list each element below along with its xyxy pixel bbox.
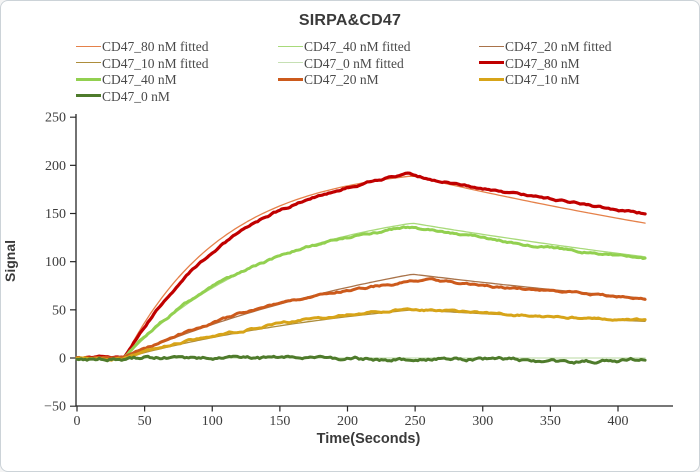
legend-swatch-cd47-10-fitted bbox=[76, 62, 101, 64]
legend-item-cd47-40: CD47_40 nM bbox=[76, 72, 278, 89]
y-tick-label: 100 bbox=[45, 255, 66, 270]
legend-label: CD47_0 nM fitted bbox=[304, 55, 404, 71]
y-tick-label: 0 bbox=[59, 352, 66, 367]
x-tick-label: 0 bbox=[74, 414, 81, 429]
legend-label: CD47_80 nM bbox=[505, 55, 580, 71]
axes: 250 200 150 100 50 0 −50 0 50 100 150 200 250 300 350 4… bbox=[44, 111, 673, 429]
legend-item-cd47-20-fitted: CD47_20 nM fitted bbox=[479, 39, 669, 56]
x-tick-label: 100 bbox=[202, 414, 223, 429]
legend-swatch-cd47-80 bbox=[479, 61, 504, 65]
x-tick-label: 250 bbox=[405, 414, 426, 429]
series-cd47-20-nm bbox=[75, 277, 647, 361]
chart-title: SIRPA&CD47 bbox=[298, 12, 402, 29]
legend-swatch-cd47-40-fitted bbox=[278, 45, 303, 47]
legend-label: CD47_80 nM fitted bbox=[102, 39, 209, 54]
legend-label: CD47_40 nM bbox=[102, 72, 177, 87]
y-tick-label: 250 bbox=[45, 111, 66, 126]
series-cd47-80-nm-fitted bbox=[76, 175, 646, 359]
legend-item-cd47-80-fitted: CD47_80 nM fitted bbox=[76, 39, 278, 56]
legend-label: CD47_10 nM fitted bbox=[102, 55, 209, 71]
x-tick-label: 150 bbox=[269, 414, 290, 429]
legend-item-cd47-0: CD47_0 nM bbox=[76, 89, 278, 106]
legend-item-cd47-10-fitted: CD47_10 nM fitted bbox=[76, 56, 278, 73]
x-tick-label: 400 bbox=[608, 414, 629, 429]
x-tick-label: 50 bbox=[138, 414, 152, 429]
legend-item-cd47-10: CD47_10 nM bbox=[479, 72, 669, 89]
legend-item-cd47-0-fitted: CD47_0 nM fitted bbox=[278, 56, 479, 73]
legend-item-cd47-20: CD47_20 nM bbox=[278, 72, 479, 89]
legend-label: CD47_10 nM bbox=[505, 72, 580, 87]
chart-legend: CD47_80 nM fitted CD47_40 nM fitted CD47_2… bbox=[76, 39, 676, 105]
legend-item-cd47-40-fitted: CD47_40 nM fitted bbox=[278, 39, 479, 56]
series-cd47-40-nm bbox=[75, 225, 647, 361]
legend-swatch-cd47-20-fitted bbox=[479, 45, 504, 47]
legend-swatch-cd47-0 bbox=[76, 94, 101, 98]
legend-label: CD47_20 nM fitted bbox=[505, 39, 612, 54]
legend-swatch-cd47-40 bbox=[76, 77, 101, 81]
series-cd47-0-nm bbox=[75, 354, 647, 365]
legend-swatch-cd47-10 bbox=[479, 77, 504, 81]
series-cd47-10-nm bbox=[75, 307, 647, 362]
y-tick-label: 200 bbox=[45, 159, 66, 174]
y-tick-label: 50 bbox=[52, 303, 66, 318]
legend-swatch-cd47-80-fitted bbox=[76, 45, 101, 47]
legend-swatch-cd47-0-fitted bbox=[278, 62, 303, 64]
x-tick-label: 200 bbox=[337, 414, 358, 429]
x-axis-title: Time(Seconds) bbox=[316, 431, 421, 447]
y-tick-label: −50 bbox=[44, 400, 66, 415]
x-tick-label: 350 bbox=[540, 414, 561, 429]
legend-label: CD47_40 nM fitted bbox=[304, 39, 411, 54]
legend-swatch-cd47-20 bbox=[278, 77, 303, 81]
legend-item-cd47-80: CD47_80 nM bbox=[479, 56, 669, 73]
y-tick-label: 150 bbox=[45, 207, 66, 222]
series-paths bbox=[75, 171, 647, 365]
legend-label: CD47_0 nM bbox=[102, 88, 170, 104]
legend-label: CD47_20 nM bbox=[304, 72, 379, 87]
series-cd47-80-nm bbox=[75, 171, 647, 360]
x-tick-label: 300 bbox=[472, 414, 493, 429]
